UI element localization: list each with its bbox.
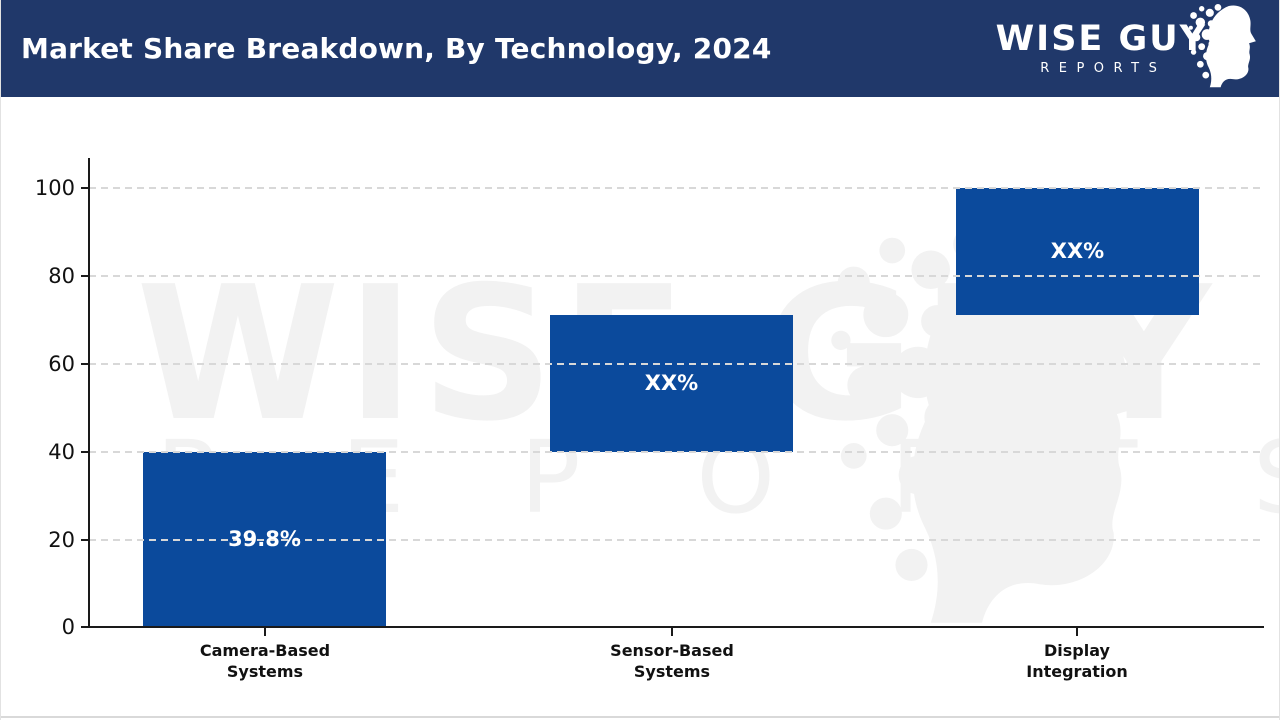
- gridline-60: [89, 363, 1263, 365]
- bar-value-label: 39.8%: [228, 527, 301, 551]
- y-tick-label: 0: [61, 615, 75, 639]
- x-category-line: Camera-Based: [199, 641, 331, 660]
- bottom-border: [1, 716, 1279, 718]
- x-category-label: Display Integration: [962, 640, 1192, 682]
- x-category-line: Systems: [633, 662, 711, 681]
- y-tick-label: 20: [48, 528, 75, 552]
- bar-display-integration: [956, 188, 1199, 315]
- brand-subname: REPORTS: [1040, 60, 1167, 76]
- x-tick-display: [1076, 628, 1078, 636]
- y-axis-line: [88, 158, 90, 628]
- gridline-100: [89, 187, 1263, 189]
- y-tick-0: [81, 626, 88, 628]
- y-tick-20: [81, 539, 88, 541]
- y-tick-40: [81, 451, 88, 453]
- x-category-line: Display: [1044, 641, 1110, 660]
- x-category-line: Systems: [226, 662, 304, 681]
- y-tick-100: [81, 187, 88, 189]
- y-tick-label: 60: [48, 352, 75, 376]
- x-tick-camera: [264, 628, 266, 636]
- y-tick-60: [81, 363, 88, 365]
- bar-sensor-based-systems: [550, 315, 793, 452]
- gridline-20: [89, 539, 1263, 541]
- x-category-line: Sensor-Based: [610, 641, 734, 660]
- x-category-line: Integration: [1026, 662, 1128, 681]
- chart-title: Market Share Breakdown, By Technology, 2…: [21, 32, 772, 65]
- y-tick-label: 100: [34, 176, 75, 200]
- y-tick-label: 80: [48, 264, 75, 288]
- x-tick-sensor: [671, 628, 673, 636]
- header-band: Market Share Breakdown, By Technology, 2…: [1, 0, 1279, 97]
- x-category-label: Sensor-Based Systems: [557, 640, 787, 682]
- gridline-40: [89, 451, 1263, 453]
- x-axis-line: [88, 626, 1264, 628]
- y-tick-80: [81, 275, 88, 277]
- bar-value-label: XX%: [644, 371, 699, 395]
- brand-name: WISE GUY: [995, 18, 1207, 59]
- brand-logo: WISE GUY REPORTS: [995, 3, 1263, 90]
- x-category-label: Camera-Based Systems: [150, 640, 380, 682]
- brand-logo-text: WISE GUY REPORTS: [995, 18, 1207, 76]
- bar-value-label: XX%: [1050, 239, 1105, 263]
- y-tick-label: 40: [48, 440, 75, 464]
- dotted-face-icon: [1188, 3, 1256, 87]
- gridline-80: [89, 275, 1263, 277]
